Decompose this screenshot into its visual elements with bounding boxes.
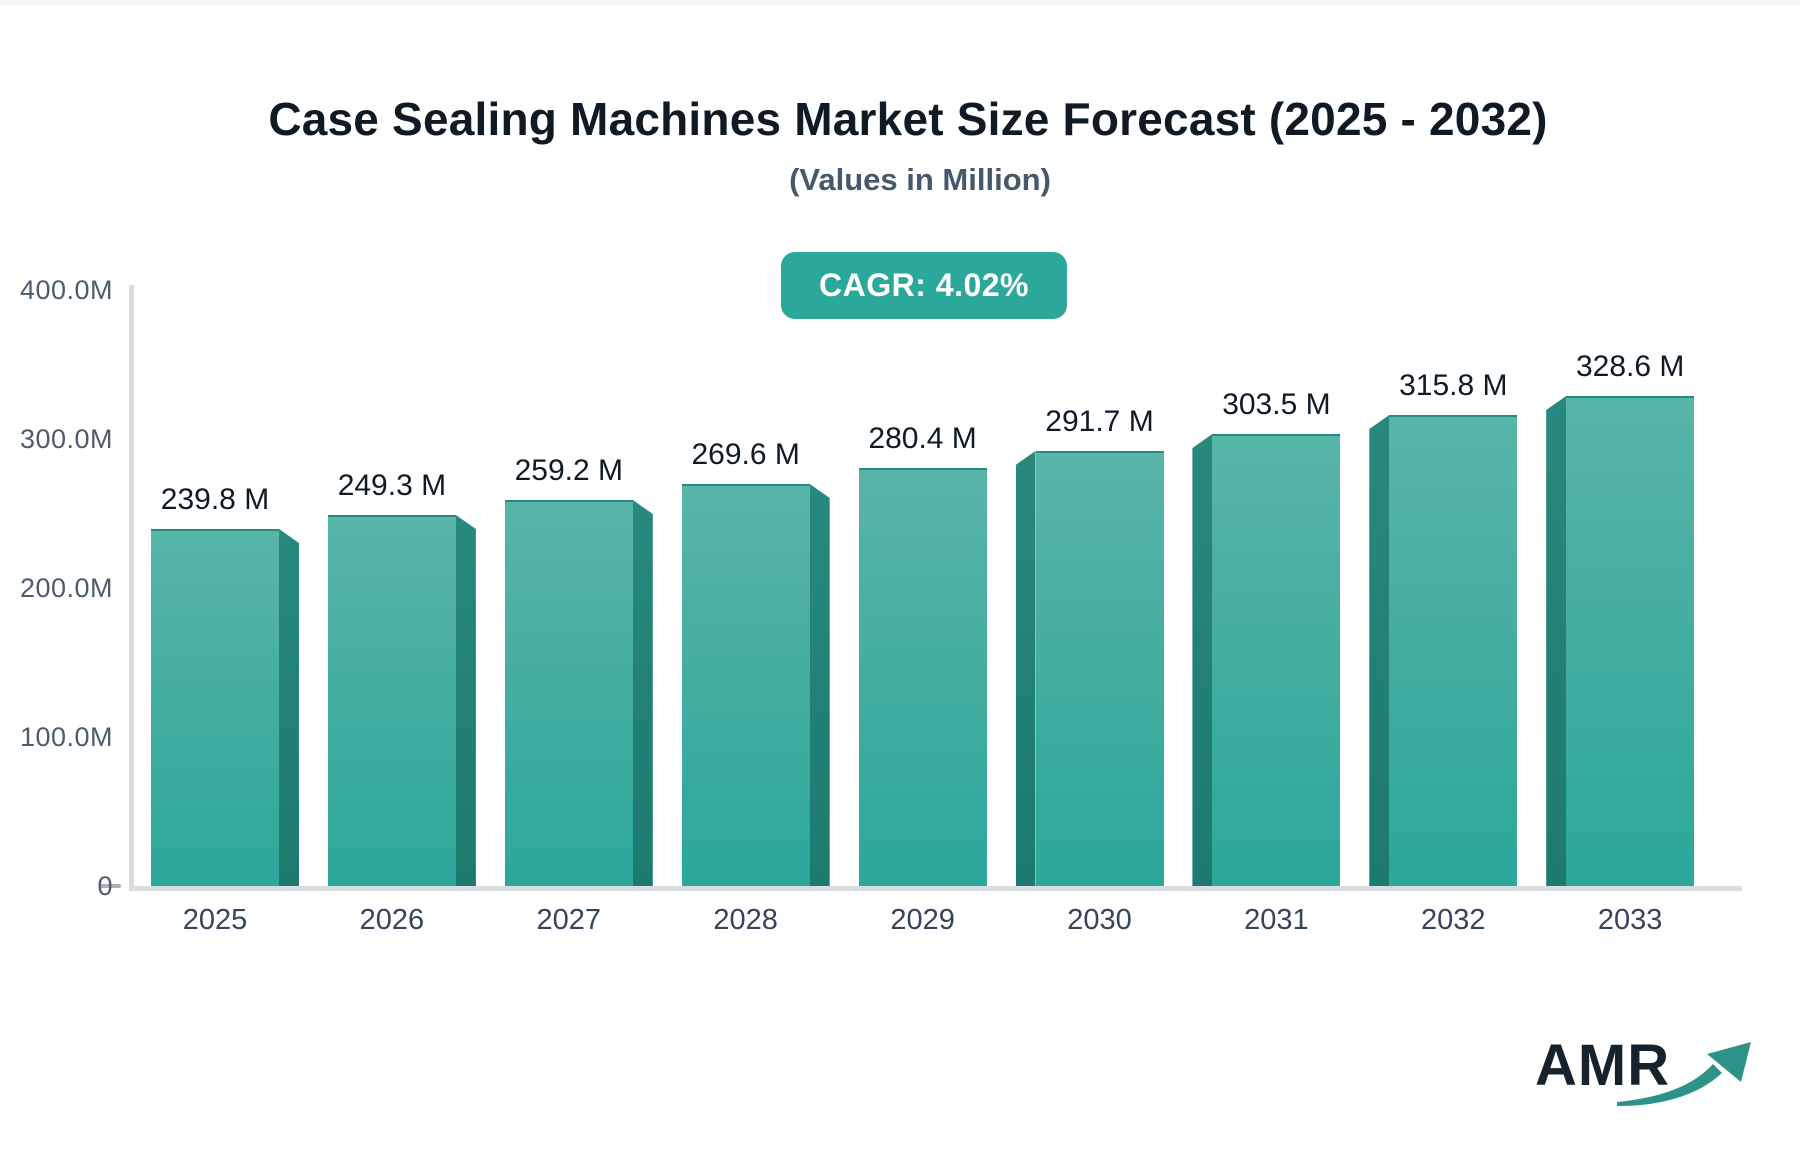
x-axis-label: 2027 [536,904,602,936]
bar-main-face [1212,434,1341,886]
y-axis-label: 300.0M [19,424,113,454]
growth-arrow-icon [1617,1042,1751,1106]
bar-main-face [681,484,810,886]
bar-main-face [1035,451,1164,886]
x-axis-label: 2025 [182,904,248,936]
bar-value-label: 303.5 M [1222,388,1331,421]
bar-side-face [1369,415,1390,886]
bar-value-label: 269.6 M [691,438,800,471]
cagr-badge: CAGR: 4.02% [781,252,1067,319]
y-axis-label: 200.0M [19,573,113,603]
bar-side-face [1015,451,1036,886]
bar-side-face [1546,396,1567,886]
x-axis-label: 2033 [1597,904,1663,936]
x-axis-line [129,886,1742,891]
y-axis-label: 400.0M [19,275,113,305]
amr-logo: AMR [1535,1036,1765,1116]
bar-value-label: 249.3 M [337,469,447,502]
x-axis-label: 2029 [890,904,955,936]
bar-value-label: 291.7 M [1045,405,1154,438]
y-axis-label: 0 [97,871,113,901]
chart-subtitle: (Values in Million) [789,162,1051,197]
chart-title: Case Sealing Machines Market Size Foreca… [268,93,1548,145]
bar-side-face [632,500,653,886]
x-axis-label: 2030 [1067,904,1132,936]
bar-side-face [809,484,830,886]
zero-tick-mark [100,884,121,888]
y-axis-label: 100.0M [19,722,113,752]
bar-value-label: 259.2 M [514,454,623,487]
x-axis-label: 2028 [713,904,778,936]
bar-main-face [858,468,987,886]
x-axis-label: 2032 [1421,904,1486,936]
bar-value-label: 280.4 M [868,422,977,455]
bar-side-face [1192,434,1213,886]
x-axis-label: 2031 [1244,904,1309,936]
bar-main-face [1566,396,1695,886]
x-axis-label: 2026 [359,904,425,936]
bar-value-label: 239.8 M [160,483,270,516]
bar-value-label: 328.6 M [1575,350,1685,383]
amr-logo-text: AMR [1535,1033,1671,1098]
bar-value-label: 315.8 M [1399,369,1508,402]
bar-main-face [1389,415,1518,886]
bar-main-face [504,500,633,886]
bar-main-face [327,515,456,886]
bar-side-face [279,529,299,886]
top-border [0,0,1800,5]
y-axis-line [129,285,134,891]
bar-main-face [151,529,279,886]
bar-side-face [455,515,476,886]
